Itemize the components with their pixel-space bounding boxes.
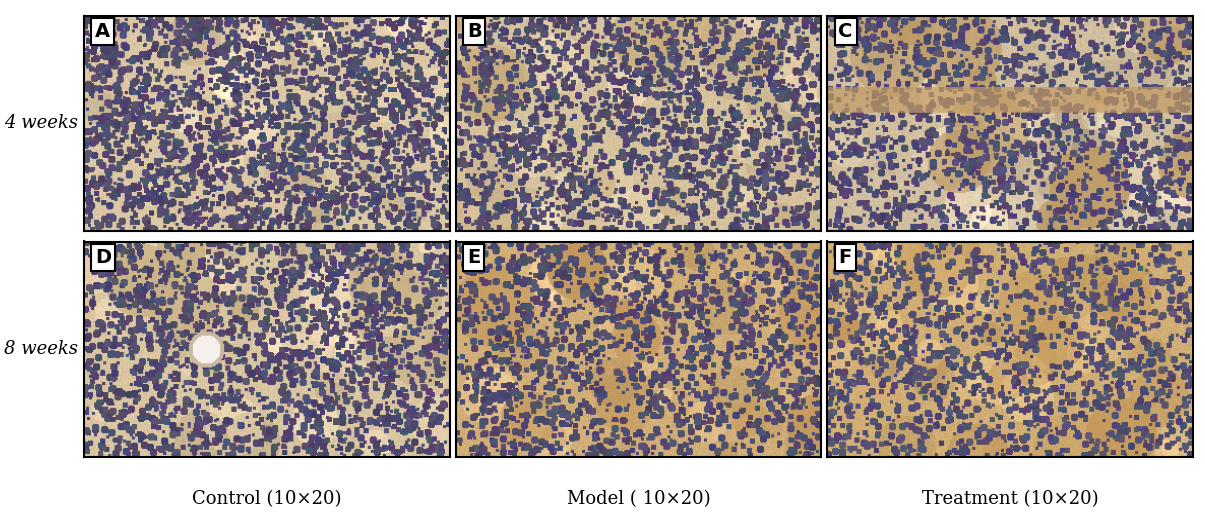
Text: 8 weeks: 8 weeks [5,340,78,358]
Text: Treatment (10×20): Treatment (10×20) [922,490,1099,508]
Text: F: F [839,248,852,267]
Text: Model ( 10×20): Model ( 10×20) [566,490,711,508]
Text: E: E [466,248,480,267]
Text: D: D [95,248,111,267]
Text: B: B [466,22,482,41]
Text: A: A [95,22,111,41]
Text: Control (10×20): Control (10×20) [193,490,342,508]
Text: C: C [839,22,853,41]
Text: 4 weeks: 4 weeks [5,114,78,132]
